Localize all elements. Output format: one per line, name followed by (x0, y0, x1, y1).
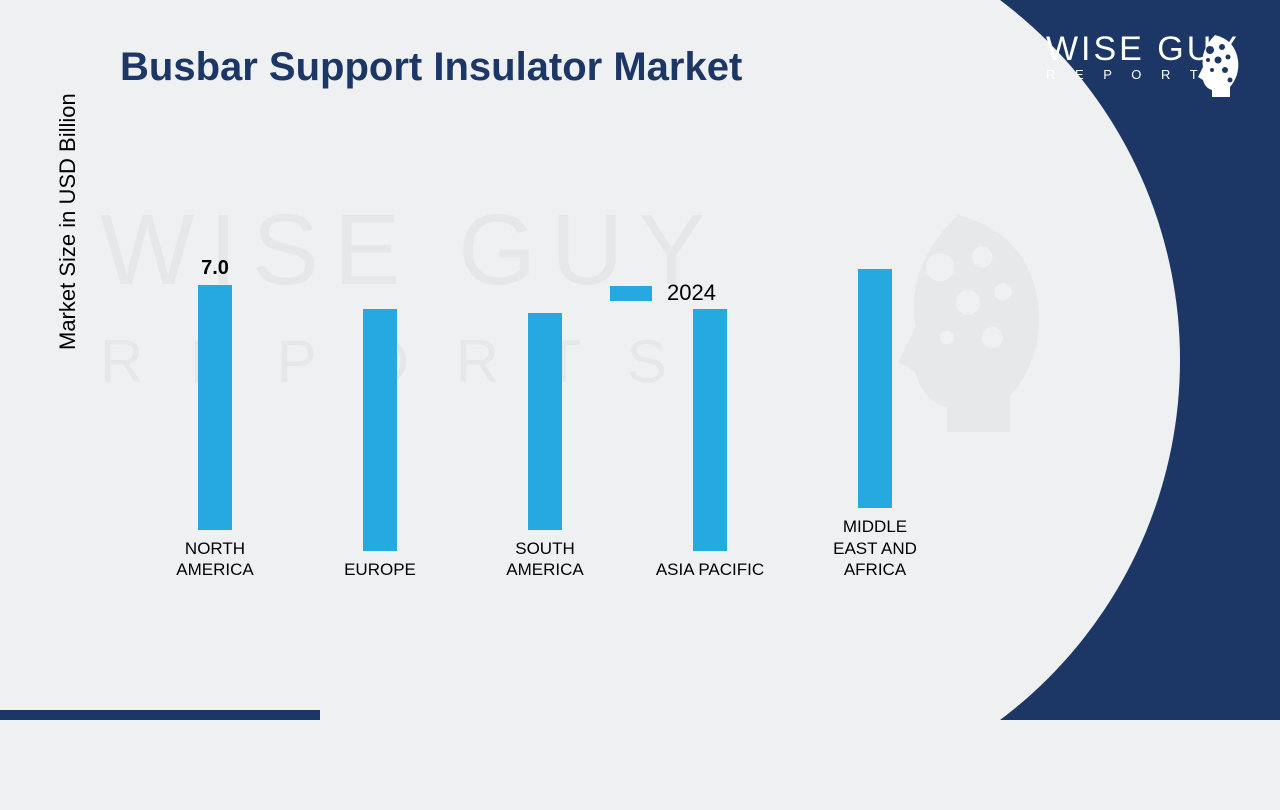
bar (693, 309, 727, 551)
bar-value-label: 7.0 (201, 257, 229, 280)
bar-group: EUROPE (320, 309, 440, 580)
bar-group: SOUTH AMERICA (485, 313, 605, 581)
logo-head-icon (1170, 25, 1250, 105)
bar-category-label: MIDDLE EAST AND AFRICA (820, 516, 930, 580)
bar-category-label: NORTH AMERICA (160, 538, 270, 581)
chart-title: Busbar Support Insulator Market (120, 45, 742, 90)
bars-container: NORTH AMERICA EUROPE SOUTH AMERICA ASIA PAC… (155, 300, 935, 580)
logo: WISE GUY R E P O R T S (1046, 30, 1240, 82)
bar-group: NORTH AMERICA (155, 285, 275, 581)
bottom-accent (0, 710, 320, 720)
bar-category-label: EUROPE (344, 559, 416, 580)
bar-category-label: ASIA PACIFIC (656, 559, 764, 580)
bar (363, 309, 397, 551)
bar-group: MIDDLE EAST AND AFRICA (815, 269, 935, 581)
y-axis-label: Market Size in USD Billion (55, 93, 81, 350)
right-panel (970, 0, 1280, 720)
bar (528, 313, 562, 530)
bar (198, 285, 232, 530)
legend-swatch (610, 286, 652, 301)
bar (858, 269, 892, 509)
bar-category-label: SOUTH AMERICA (490, 538, 600, 581)
bar-group: ASIA PACIFIC (650, 309, 770, 580)
